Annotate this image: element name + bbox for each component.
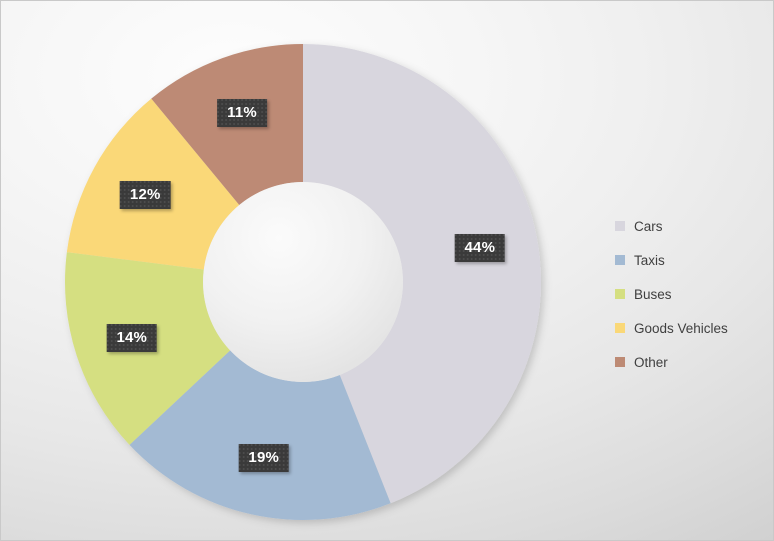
doughnut-slice[interactable]	[129, 350, 391, 520]
legend-item[interactable]: Goods Vehicles	[615, 311, 751, 345]
slice-data-label: 44%	[454, 234, 506, 263]
slice-data-label: 11%	[217, 98, 267, 127]
slice-data-label: 19%	[238, 443, 290, 472]
legend-item[interactable]: Other	[615, 345, 751, 379]
slice-data-label: 14%	[106, 323, 158, 352]
legend-color-swatch-icon	[615, 221, 625, 231]
legend-color-swatch-icon	[615, 357, 625, 367]
legend-item[interactable]: Buses	[615, 277, 751, 311]
legend-item-label: Other	[634, 354, 668, 370]
chart-legend[interactable]: Cars Taxis Buses Goods Vehicles Other	[599, 197, 761, 393]
legend-item[interactable]: Taxis	[615, 243, 751, 277]
doughnut-hole	[203, 182, 403, 382]
doughnut-slice[interactable]	[303, 44, 542, 504]
legend-item-label: Buses	[634, 286, 672, 302]
legend-color-swatch-icon	[615, 289, 625, 299]
legend-color-swatch-icon	[615, 255, 625, 265]
doughnut-slices[interactable]	[65, 44, 542, 520]
legend-item-label: Taxis	[634, 252, 665, 268]
legend-item[interactable]: Cars	[615, 209, 751, 243]
legend-item-label: Goods Vehicles	[634, 320, 728, 336]
slice-data-label: 12%	[119, 181, 171, 210]
legend-item-label: Cars	[634, 218, 663, 234]
legend-color-swatch-icon	[615, 323, 625, 333]
